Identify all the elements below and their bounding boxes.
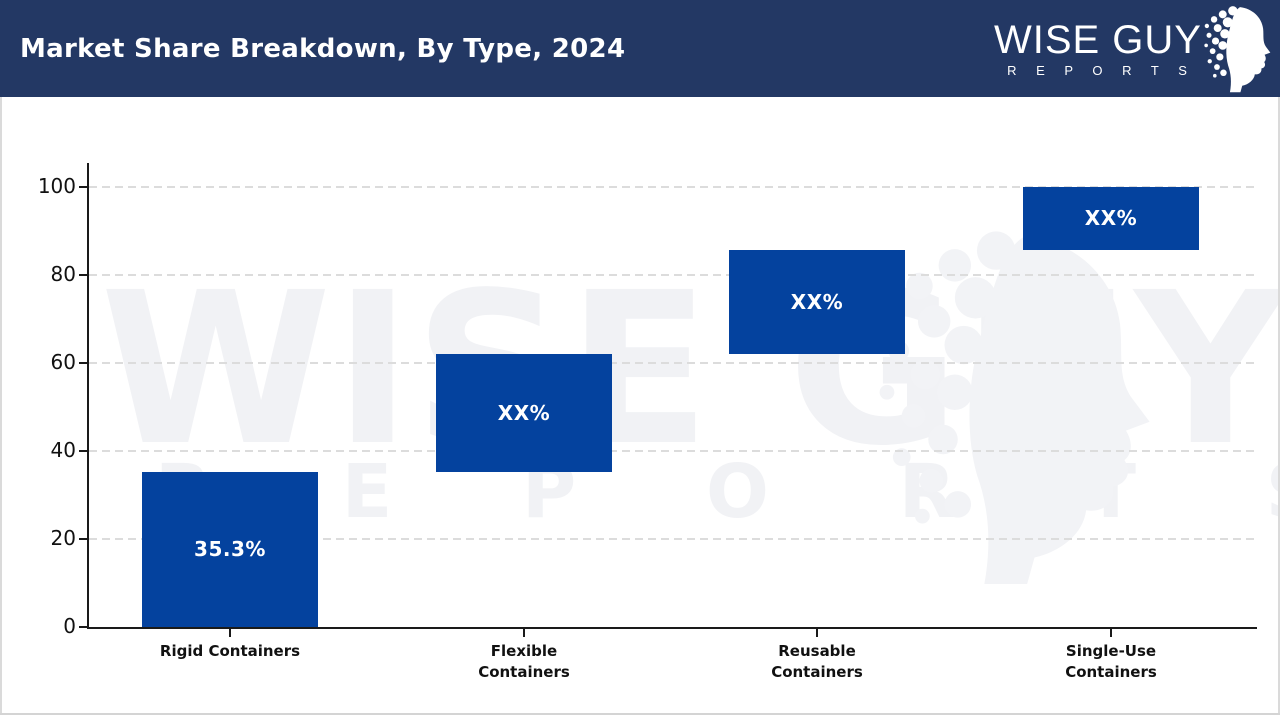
bar-segment: XX% bbox=[436, 354, 612, 472]
frame-border-right bbox=[1278, 97, 1280, 715]
x-axis-line bbox=[87, 627, 1257, 629]
watermark-head-icon bbox=[879, 231, 1150, 585]
y-tick-mark bbox=[79, 186, 88, 188]
bar-value-label: XX% bbox=[790, 290, 844, 315]
brand-subname: R E P O R T S bbox=[1007, 63, 1195, 78]
brand-logo: WISE GUY R E P O R T S bbox=[994, 4, 1272, 94]
y-tick-mark bbox=[79, 450, 88, 452]
bar-value-label: XX% bbox=[497, 400, 551, 425]
wiseguy-head-icon bbox=[1204, 6, 1271, 93]
y-gridline bbox=[89, 274, 1256, 276]
plot-area: WISE GUY R E P O R T S 0 20 40 60 80 100 35.3%… bbox=[0, 97, 1280, 720]
y-tick-label: 60 bbox=[50, 350, 76, 374]
x-tick-mark bbox=[523, 628, 525, 637]
y-tick-mark bbox=[79, 626, 88, 628]
bar-value-label: 35.3% bbox=[194, 537, 266, 562]
x-tick-mark bbox=[229, 628, 231, 637]
frame-border-bottom bbox=[0, 713, 1280, 715]
y-tick-label: 100 bbox=[37, 174, 76, 198]
y-tick-label: 40 bbox=[50, 438, 76, 462]
x-tick-mark bbox=[1110, 628, 1112, 637]
header-bar: Market Share Breakdown, By Type, 2024 WI… bbox=[0, 0, 1280, 97]
y-tick-mark bbox=[79, 274, 88, 276]
y-tick-label: 80 bbox=[50, 262, 76, 286]
brand-text: WISE GUY R E P O R T S bbox=[994, 20, 1202, 78]
y-gridline bbox=[89, 450, 1256, 452]
bar-segment: 35.3% bbox=[142, 471, 318, 627]
bar-value-label: XX% bbox=[1084, 206, 1138, 231]
category-label: Rigid Containers bbox=[159, 642, 301, 660]
frame-border-left bbox=[0, 97, 2, 715]
category-label: Reusable Containers bbox=[771, 642, 863, 681]
y-gridline bbox=[89, 186, 1256, 188]
category-label: Single-Use Containers bbox=[1065, 642, 1157, 681]
y-tick-mark bbox=[79, 362, 88, 364]
y-tick-label: 20 bbox=[50, 526, 76, 550]
y-tick-label: 0 bbox=[63, 614, 76, 638]
page-title: Market Share Breakdown, By Type, 2024 bbox=[20, 33, 626, 64]
bar-segment: XX% bbox=[729, 249, 905, 355]
brand-name: WISE GUY bbox=[993, 18, 1202, 62]
y-gridline bbox=[89, 362, 1256, 364]
y-gridline bbox=[89, 538, 1256, 540]
x-tick-mark bbox=[816, 628, 818, 637]
y-axis-line bbox=[87, 163, 89, 629]
bar-segment: XX% bbox=[1023, 187, 1199, 250]
y-tick-mark bbox=[79, 538, 88, 540]
category-label: Flexible Containers bbox=[478, 642, 570, 681]
